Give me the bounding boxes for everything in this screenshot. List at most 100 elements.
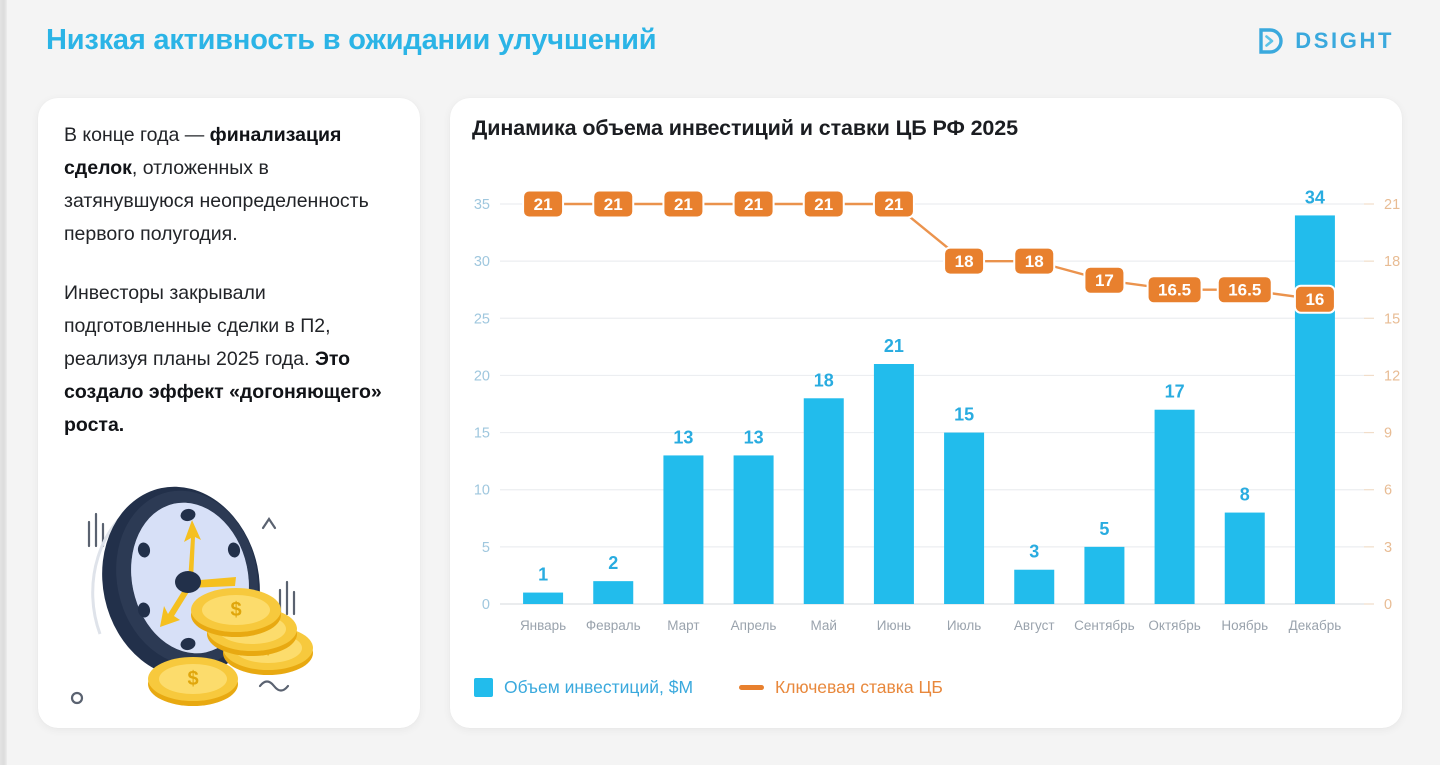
- chart-bar[interactable]: [1014, 569, 1055, 604]
- left-axis-tick: 35: [474, 197, 490, 213]
- svg-text:21: 21: [604, 195, 623, 214]
- x-axis-category-label: Ноябрь: [1221, 618, 1268, 633]
- p1-bold: финализация сделок: [64, 124, 342, 179]
- svg-text:$: $: [187, 668, 198, 690]
- brand-logo: DSIGHT: [1258, 28, 1394, 54]
- clock-hands: [160, 520, 236, 627]
- key-rate-badge[interactable]: 21: [872, 189, 915, 219]
- legend-swatch-bar-icon: [474, 678, 493, 697]
- bar-value-label: 2: [608, 553, 618, 573]
- x-axis-category-label: Август: [1014, 618, 1055, 633]
- bar-value-label: 8: [1240, 485, 1250, 505]
- chart-bar[interactable]: [593, 581, 634, 604]
- legend-label-investments: Объем инвестиций, $M: [504, 677, 694, 697]
- right-axis-tick: 12: [1384, 368, 1400, 384]
- key-rate-badge[interactable]: 21: [732, 189, 775, 219]
- legend-item-line[interactable]: Ключевая ставка ЦБ: [739, 677, 943, 698]
- chart-legend: Объем инвестиций, $M Ключевая ставка ЦБ: [474, 677, 943, 698]
- right-axis-tick: 9: [1384, 426, 1392, 442]
- bar-value-label: 17: [1165, 382, 1185, 402]
- x-axis-category-label: Сентябрь: [1074, 618, 1134, 633]
- svg-text:21: 21: [674, 195, 693, 214]
- narrative-paragraph-1: В конце года — финализация сделок, отлож…: [64, 119, 396, 251]
- svg-text:21: 21: [744, 195, 763, 214]
- key-rate-badge[interactable]: 21: [802, 189, 845, 219]
- x-axis-category-label: Апрель: [731, 618, 777, 633]
- left-axis-tick: 0: [482, 597, 490, 613]
- chart-bar[interactable]: [663, 455, 704, 604]
- narrative-text: В конце года — финализация сделок, отлож…: [64, 119, 396, 442]
- p2-bold: Это создало эффект «догоняющего» роста.: [64, 348, 382, 436]
- bar-value-label: 13: [744, 427, 764, 447]
- bar-value-label: 34: [1305, 187, 1325, 207]
- chart-title: Динамика объема инвестиций и ставки ЦБ Р…: [472, 116, 1019, 140]
- chart-bar[interactable]: [523, 592, 564, 604]
- legend-label-key-rate: Ключевая ставка ЦБ: [775, 677, 943, 697]
- chart-bar[interactable]: [1084, 546, 1125, 604]
- key-rate-badge[interactable]: 21: [592, 189, 635, 219]
- chart-bar[interactable]: [873, 364, 914, 604]
- svg-text:17: 17: [1095, 271, 1114, 290]
- right-axis-tick: 0: [1384, 597, 1392, 613]
- key-rate-badge[interactable]: 18: [943, 246, 986, 276]
- x-axis-category-label: Январь: [520, 618, 566, 633]
- key-rate-badge[interactable]: 18: [1013, 246, 1056, 276]
- chart-plot-area: 0 5 10 15 20 25 30 35 0 3 6 9 12 15 18 21 1 Январь 2 Феврал…: [450, 160, 1402, 660]
- key-rate-badge[interactable]: 21: [662, 189, 705, 219]
- x-axis-category-label: Май: [811, 618, 837, 633]
- chart-bar[interactable]: [1224, 512, 1265, 604]
- chart-bar[interactable]: [733, 455, 774, 604]
- logo-wordmark: DSIGHT: [1295, 28, 1394, 53]
- bar-value-label: 5: [1099, 519, 1109, 539]
- chart-bar[interactable]: [944, 432, 985, 604]
- svg-text:$: $: [230, 599, 241, 621]
- key-rate-badge[interactable]: 16.5: [1216, 275, 1273, 305]
- legend-swatch-line-icon: [739, 685, 765, 690]
- slide-header: Низкая активность в ожидании улучшений D…: [0, 0, 1440, 86]
- bar-value-label: 18: [814, 370, 834, 390]
- svg-text:16.5: 16.5: [1158, 281, 1191, 300]
- svg-text:21: 21: [534, 195, 553, 214]
- page-title: Низкая активность в ожидании улучшений: [46, 24, 657, 56]
- chart-bar[interactable]: [803, 398, 844, 604]
- right-axis-tick: 15: [1384, 311, 1400, 327]
- key-rate-badge[interactable]: 16.5: [1146, 275, 1203, 305]
- key-rate-badge[interactable]: 16: [1293, 284, 1336, 314]
- svg-text:21: 21: [884, 195, 903, 214]
- right-axis-tick: 6: [1384, 483, 1392, 499]
- x-axis-category-label: Июль: [947, 618, 981, 633]
- legend-item-bars[interactable]: Объем инвестиций, $M: [474, 677, 693, 698]
- gold-coins: $ $ $: [148, 588, 313, 706]
- svg-text:18: 18: [955, 252, 974, 271]
- left-axis-tick: 30: [474, 254, 490, 270]
- left-axis-tick: 5: [482, 540, 490, 556]
- investment-rate-combo-chart: 051015202530350369121518211Январь2Феврал…: [474, 187, 1400, 633]
- chart-bar[interactable]: [1294, 215, 1335, 604]
- svg-text:21: 21: [814, 195, 833, 214]
- p1-suffix: , отложенных в затянувшуюся неопределенн…: [64, 157, 369, 245]
- left-axis-tick: 25: [474, 311, 490, 327]
- bar-value-label: 15: [954, 405, 974, 425]
- narrative-card: В конце года — финализация сделок, отлож…: [38, 98, 420, 728]
- bar-value-label: 1: [538, 565, 548, 585]
- dsight-logo-icon: [1259, 28, 1283, 54]
- p2-prefix: Инвесторы закрывали подготовленные сделк…: [64, 282, 331, 370]
- left-edge-strip: [0, 0, 7, 765]
- svg-text:16.5: 16.5: [1228, 281, 1261, 300]
- key-rate-badge[interactable]: 17: [1083, 265, 1126, 295]
- narrative-paragraph-2: Инвесторы закрывали подготовленные сделк…: [64, 277, 396, 442]
- svg-text:16: 16: [1305, 290, 1324, 309]
- bar-value-label: 13: [673, 427, 693, 447]
- x-axis-category-label: Март: [667, 618, 699, 633]
- key-rate-badge[interactable]: 21: [522, 189, 565, 219]
- x-axis-category-label: Февраль: [586, 618, 641, 633]
- x-axis-category-label: Июнь: [877, 618, 911, 633]
- chart-bar[interactable]: [1154, 409, 1195, 604]
- right-axis-tick: 3: [1384, 540, 1392, 556]
- right-axis-tick: 18: [1384, 254, 1400, 270]
- clock-hour-marks: [137, 508, 241, 651]
- x-axis-category-label: Октябрь: [1148, 618, 1200, 633]
- left-axis-tick: 20: [474, 368, 490, 384]
- bar-value-label: 21: [884, 336, 904, 356]
